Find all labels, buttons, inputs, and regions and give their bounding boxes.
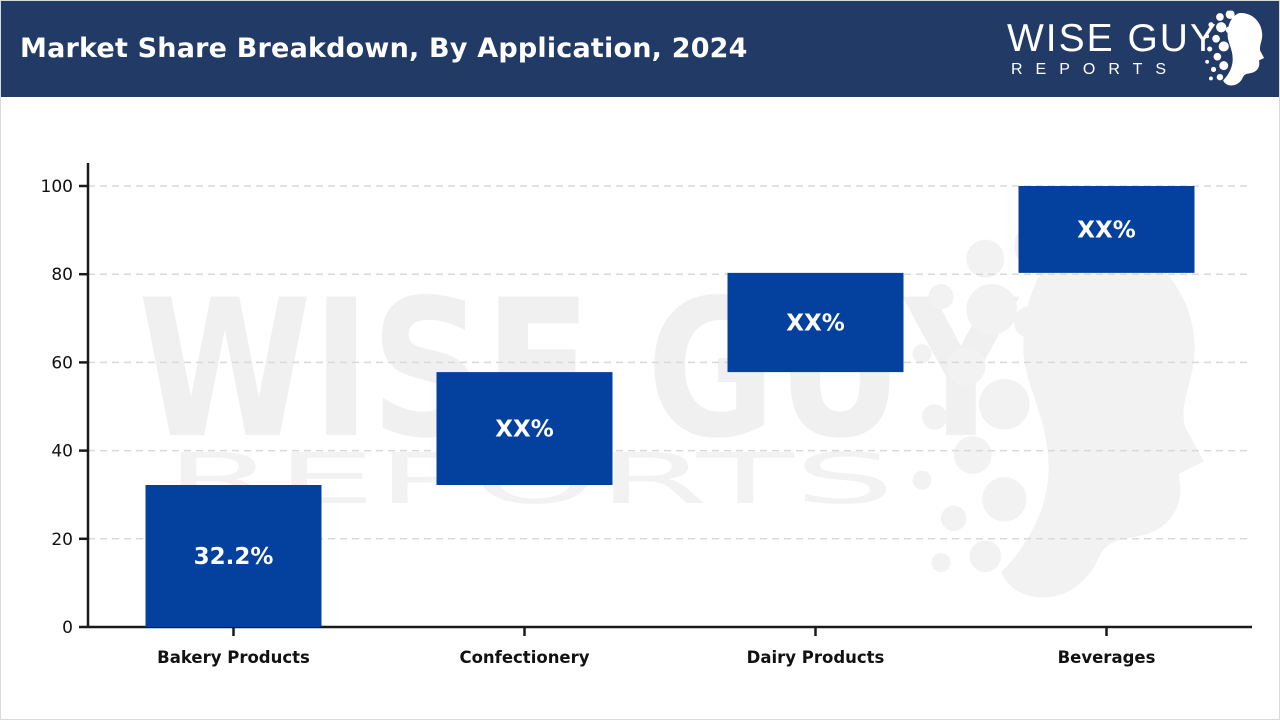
wiseguy-logo: WISE GUY REPORTS <box>1007 10 1280 88</box>
wiseguy-logo-text: WISE GUY REPORTS <box>1007 19 1218 78</box>
chart-plot: WISE GUY REPORTS 02040608010032.2%Bakery… <box>41 163 1252 667</box>
header-bar: Market Share Breakdown, By Application, … <box>0 0 1280 97</box>
x-axis-label-dairy-products: Dairy Products <box>747 648 885 667</box>
x-axis-label-beverages: Beverages <box>1058 648 1156 667</box>
logo-wordmark: WISE GUY <box>1006 17 1218 60</box>
bar-label-bakery-products: 32.2% <box>194 544 274 570</box>
wiseguy-head-icon <box>1202 10 1266 88</box>
x-axis-label-confectionery: Confectionery <box>459 648 589 667</box>
y-tick-label-0: 0 <box>62 618 73 638</box>
page-title: Market Share Breakdown, By Application, … <box>20 33 748 64</box>
y-tick-label-100: 100 <box>41 177 73 197</box>
x-axis-label-bakery-products: Bakery Products <box>157 648 310 667</box>
bar-confectionery <box>436 372 613 485</box>
y-tick-label-20: 20 <box>51 530 73 550</box>
bar-bakery-products <box>145 484 322 627</box>
bar-dairy-products <box>727 272 904 373</box>
y-tick-label-40: 40 <box>51 442 73 462</box>
bar-label-confectionery: XX% <box>495 417 554 443</box>
logo-subtitle: REPORTS <box>1010 61 1180 78</box>
bar-beverages <box>1018 186 1195 273</box>
bar-label-beverages: XX% <box>1077 217 1136 243</box>
y-tick-label-60: 60 <box>51 353 73 373</box>
y-tick-label-80: 80 <box>51 265 73 285</box>
bar-label-dairy-products: XX% <box>786 310 845 336</box>
